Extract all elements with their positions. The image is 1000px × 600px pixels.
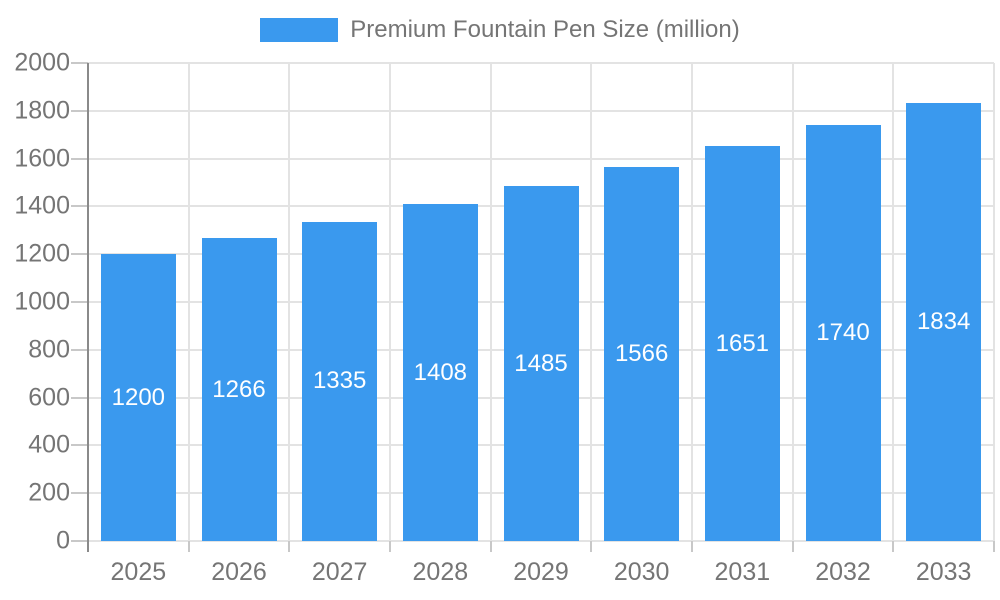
y-tick xyxy=(71,492,88,495)
x-axis-label: 2033 xyxy=(915,558,972,586)
y-axis-label: 1200 xyxy=(14,239,70,268)
y-axis-label: 1800 xyxy=(14,96,70,125)
y-tick xyxy=(71,396,88,399)
y-tick xyxy=(71,301,88,303)
y-axis-label: 200 xyxy=(28,478,70,507)
bar-2031[interactable]: 1651 xyxy=(704,146,780,541)
x-gridline xyxy=(187,63,190,541)
x-tick xyxy=(892,541,895,552)
x-gridline xyxy=(892,63,895,541)
bar-value-label: 1200 xyxy=(111,383,166,411)
x-gridline xyxy=(993,63,995,541)
x-axis-label: 2028 xyxy=(412,558,469,586)
bar-value-label: 1740 xyxy=(816,319,870,347)
x-tick xyxy=(489,541,492,552)
x-axis-label: 2032 xyxy=(815,558,871,586)
bar-2032[interactable]: 1740 xyxy=(805,125,881,541)
x-tick xyxy=(993,541,995,552)
bar-value-label: 1485 xyxy=(514,349,568,377)
bar-2028[interactable]: 1408 xyxy=(402,204,478,541)
y-tick xyxy=(71,348,88,351)
y-axis-label: 800 xyxy=(28,335,70,364)
bar-value-label: 1834 xyxy=(916,307,971,335)
bar-value-label: 1335 xyxy=(312,367,367,395)
x-gridline xyxy=(590,63,593,541)
x-axis-label: 2031 xyxy=(714,558,771,586)
x-gridline xyxy=(691,63,693,541)
y-tick xyxy=(71,109,88,112)
x-tick xyxy=(691,541,693,552)
y-tick xyxy=(71,205,88,208)
y-gridline xyxy=(88,157,994,160)
y-axis-label: 1400 xyxy=(14,191,70,220)
bar-value-label: 1266 xyxy=(212,375,266,403)
x-axis-label: 2025 xyxy=(110,558,167,586)
x-axis-label: 2026 xyxy=(211,558,267,586)
bar-2029[interactable]: 1485 xyxy=(503,186,579,541)
x-gridline xyxy=(389,63,391,541)
x-axis-label: 2027 xyxy=(311,558,368,586)
legend-swatch xyxy=(260,18,339,42)
x-axis-label: 2029 xyxy=(513,558,569,586)
x-gridline xyxy=(288,63,291,541)
bar-2027[interactable]: 1335 xyxy=(302,221,378,541)
y-tick xyxy=(71,253,88,256)
y-tick xyxy=(71,157,88,160)
y-axis-label: 0 xyxy=(56,526,70,555)
y-axis-label: 400 xyxy=(28,430,70,459)
chart-legend: Premium Fountain Pen Size (million) xyxy=(0,14,1000,46)
bar-value-label: 1566 xyxy=(614,339,669,367)
y-axis-label: 1600 xyxy=(14,144,70,173)
x-tick xyxy=(389,541,391,552)
bar-2025[interactable]: 1200 xyxy=(100,254,176,541)
bar-2033[interactable]: 1834 xyxy=(906,102,982,541)
bar-2030[interactable]: 1566 xyxy=(604,166,680,541)
x-tick xyxy=(288,541,291,552)
y-axis-label: 600 xyxy=(28,383,70,412)
bar-value-label: 1651 xyxy=(715,329,770,357)
y-axis-label: 2000 xyxy=(14,48,70,77)
y-gridline xyxy=(88,540,994,542)
y-gridline xyxy=(88,109,994,112)
y-tick xyxy=(71,444,88,447)
x-tick xyxy=(187,541,190,552)
y-axis-line xyxy=(87,63,89,552)
legend-label: Premium Fountain Pen Size (million) xyxy=(350,16,740,43)
x-gridline xyxy=(791,63,794,541)
x-gridline xyxy=(489,63,492,541)
y-tick xyxy=(71,540,88,542)
bar-2026[interactable]: 1266 xyxy=(201,238,277,541)
x-tick xyxy=(590,541,593,552)
plot-area: 1200 1266 1335 1408 1485 1566 1651 1740 1834 xyxy=(71,62,995,552)
bar-value-label: 1408 xyxy=(413,358,468,386)
y-gridline xyxy=(88,62,994,64)
y-tick xyxy=(71,62,88,64)
x-axis-label: 2030 xyxy=(613,558,670,586)
x-tick xyxy=(791,541,794,552)
y-axis-label: 1000 xyxy=(14,287,70,316)
